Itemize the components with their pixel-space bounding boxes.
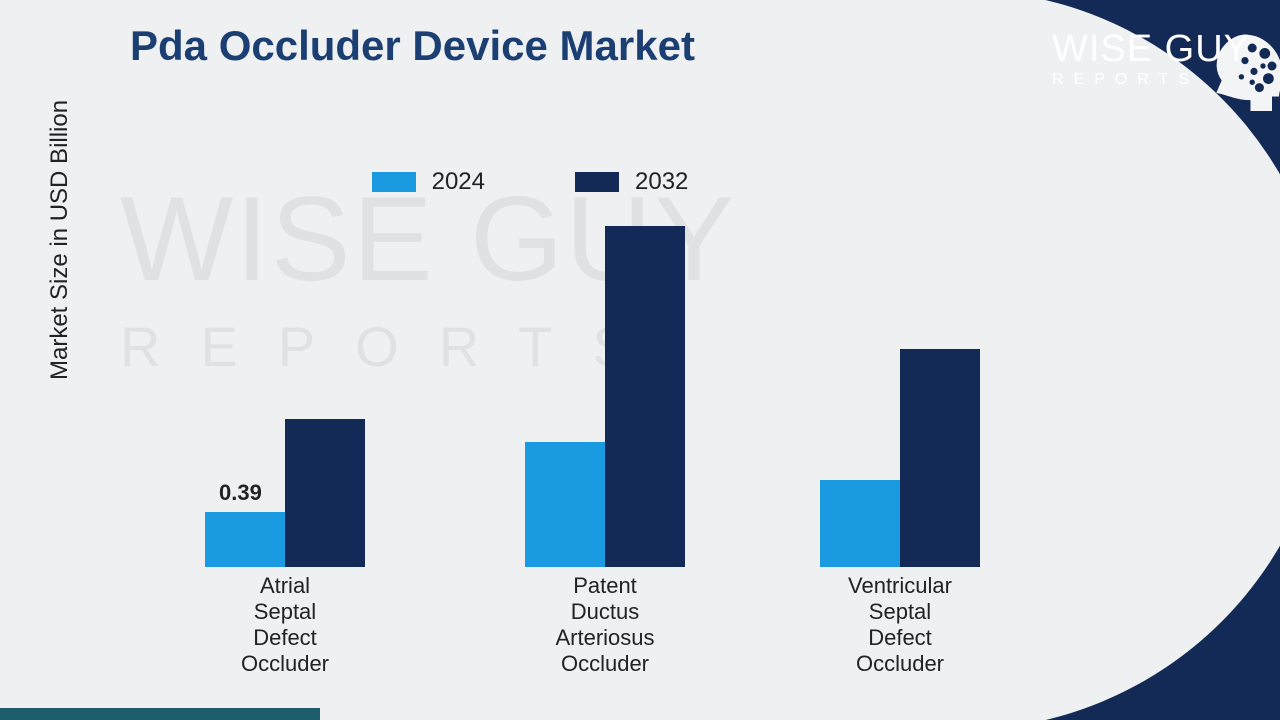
legend-label-2024: 2024 xyxy=(432,168,485,196)
plot-area: 0.39 xyxy=(130,215,1000,567)
bar-2032 xyxy=(285,419,365,567)
bar-2032 xyxy=(605,226,685,567)
x-tick-label: AtrialSeptalDefectOccluder xyxy=(195,573,375,677)
chart-title: Pda Occluder Device Market xyxy=(130,22,695,70)
legend-item-2032: 2032 xyxy=(575,168,688,196)
x-tick-label: PatentDuctusArteriosusOccluder xyxy=(515,573,695,677)
chart-stage: WISE GUY REPORTS WISE GUY REPORTS Pda Oc… xyxy=(0,0,1280,720)
bar-2024 xyxy=(820,480,900,567)
legend-label-2032: 2032 xyxy=(635,168,688,196)
bar-2032 xyxy=(900,349,980,567)
bar-2024 xyxy=(525,442,605,567)
legend: 2024 2032 xyxy=(0,168,1060,196)
legend-swatch-2032 xyxy=(575,172,619,192)
y-axis-label: Market Size in USD Billion xyxy=(46,100,74,380)
bar-group xyxy=(525,226,685,567)
brand-name-top: WISE GUY xyxy=(1052,30,1250,68)
brand-logo: WISE GUY REPORTS xyxy=(1052,30,1250,88)
bar-value-label: 0.39 xyxy=(219,480,262,506)
footer-accent-bar xyxy=(0,708,320,720)
legend-swatch-2024 xyxy=(372,172,416,192)
bar-group xyxy=(820,349,980,567)
x-tick-label: VentricularSeptalDefectOccluder xyxy=(810,573,990,677)
bar-2024 xyxy=(205,512,285,567)
legend-item-2024: 2024 xyxy=(372,168,485,196)
brand-name-sub: REPORTS xyxy=(1052,72,1250,88)
